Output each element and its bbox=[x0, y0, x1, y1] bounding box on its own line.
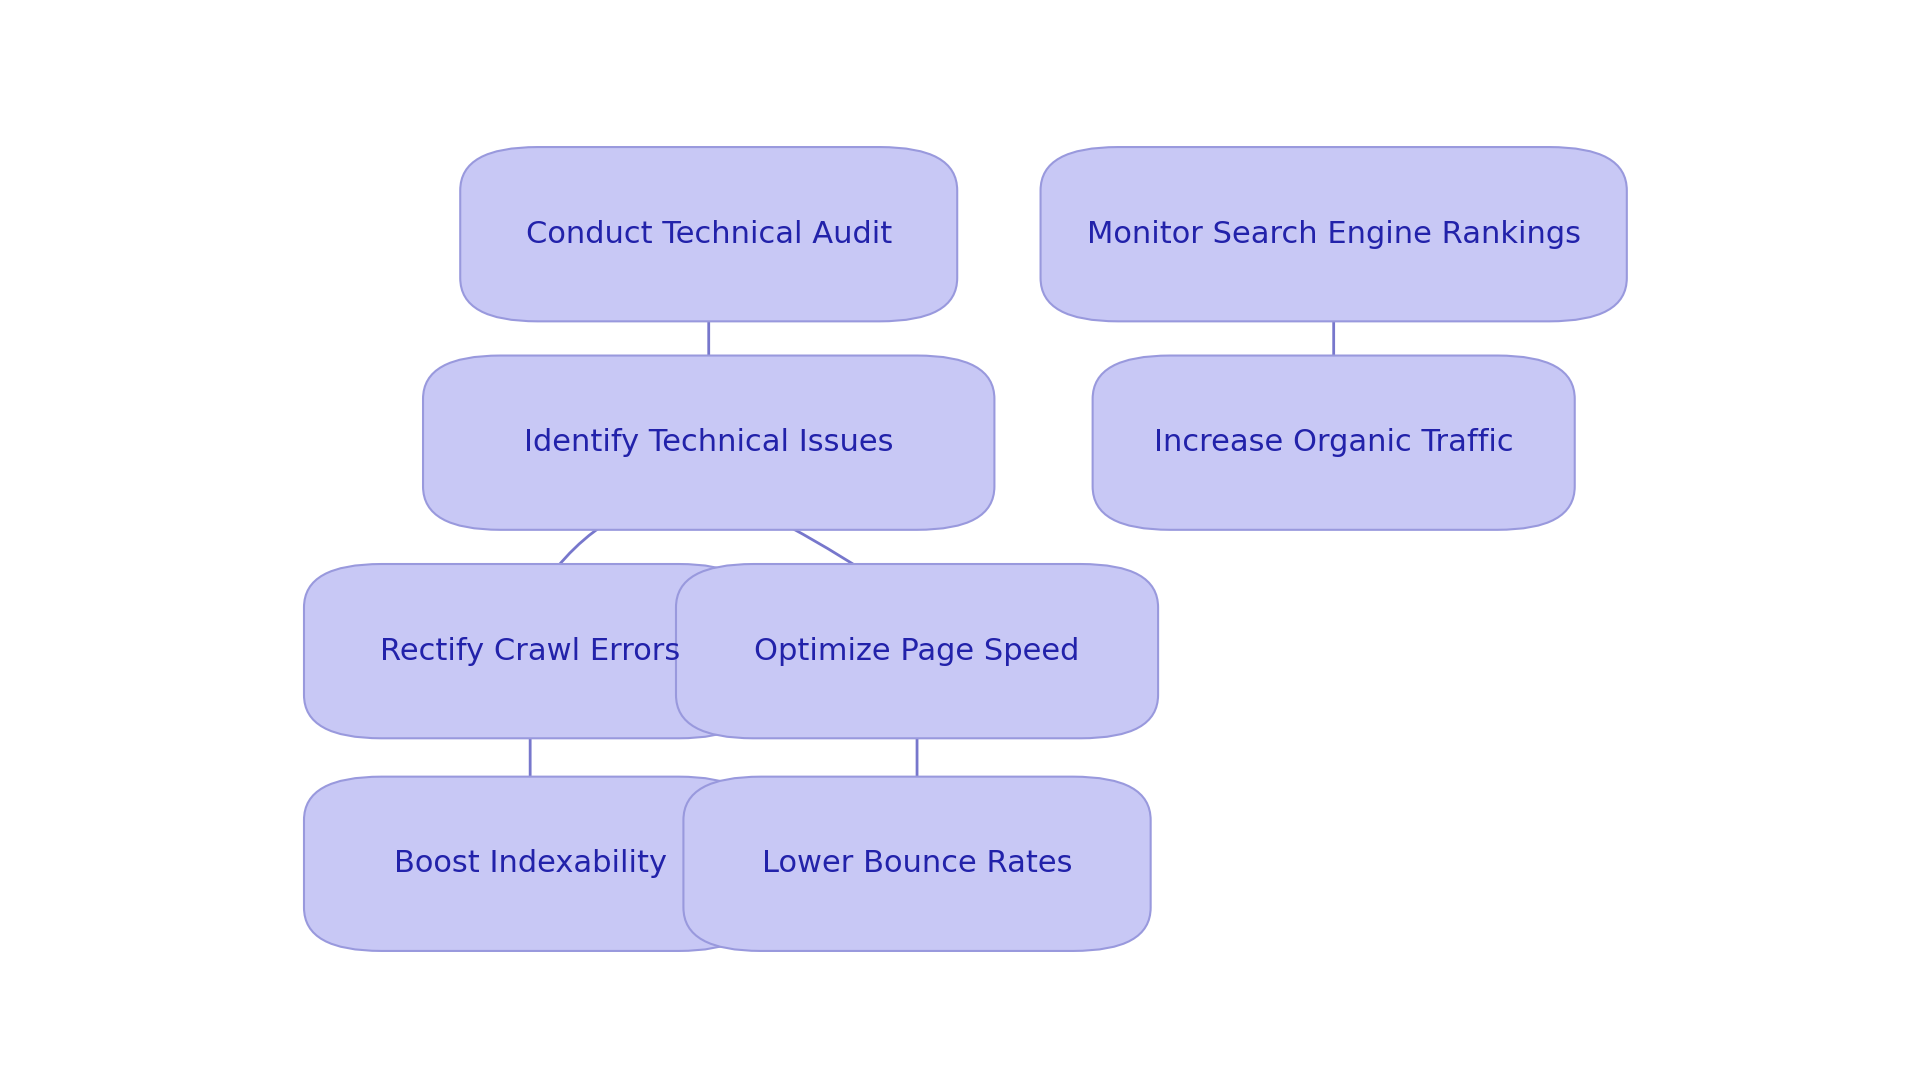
Text: Lower Bounce Rates: Lower Bounce Rates bbox=[762, 849, 1071, 878]
Text: Boost Indexability: Boost Indexability bbox=[394, 849, 666, 878]
FancyBboxPatch shape bbox=[303, 564, 756, 739]
FancyBboxPatch shape bbox=[461, 147, 958, 322]
Text: Rectify Crawl Errors: Rectify Crawl Errors bbox=[380, 637, 680, 666]
FancyBboxPatch shape bbox=[422, 355, 995, 530]
FancyBboxPatch shape bbox=[1092, 355, 1574, 530]
FancyBboxPatch shape bbox=[684, 777, 1150, 951]
FancyBboxPatch shape bbox=[676, 564, 1158, 739]
Text: Monitor Search Engine Rankings: Monitor Search Engine Rankings bbox=[1087, 220, 1580, 249]
FancyBboxPatch shape bbox=[1041, 147, 1626, 322]
FancyBboxPatch shape bbox=[303, 777, 756, 951]
Text: Optimize Page Speed: Optimize Page Speed bbox=[755, 637, 1079, 666]
Text: Conduct Technical Audit: Conduct Technical Audit bbox=[526, 220, 893, 249]
Text: Increase Organic Traffic: Increase Organic Traffic bbox=[1154, 428, 1513, 457]
Text: Identify Technical Issues: Identify Technical Issues bbox=[524, 428, 893, 457]
